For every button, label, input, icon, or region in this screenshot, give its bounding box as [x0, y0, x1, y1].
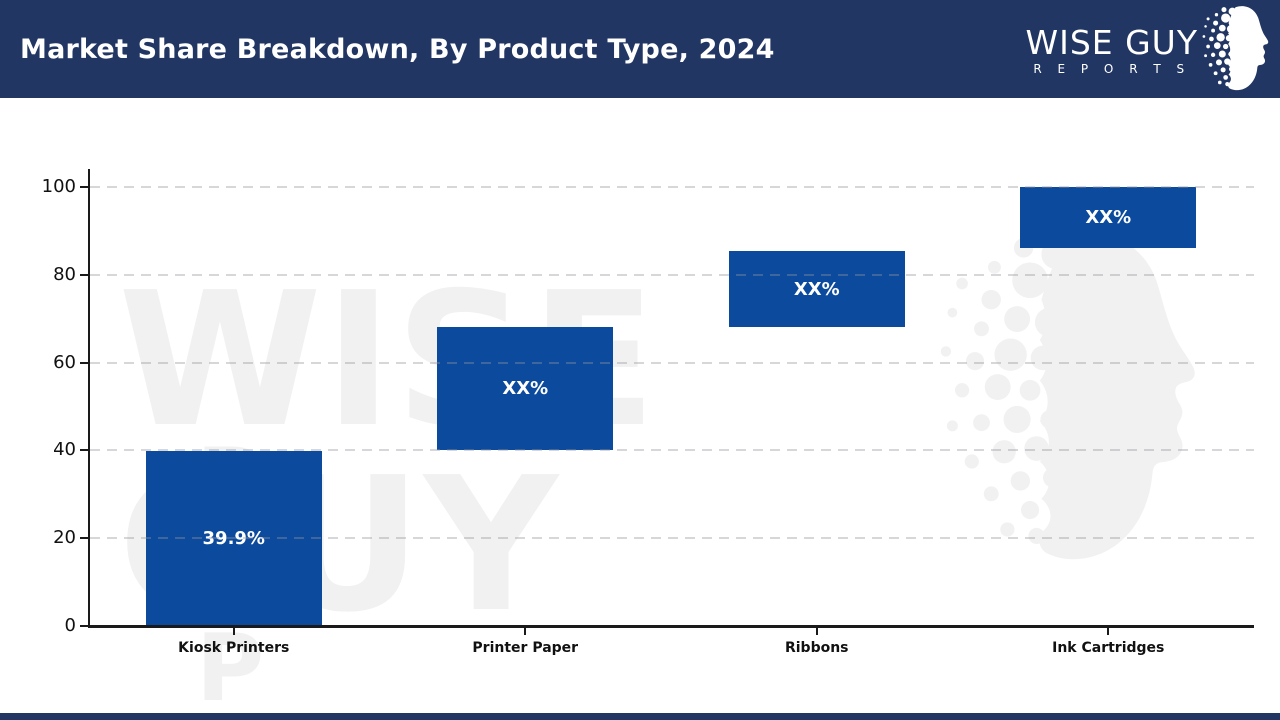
y-axis-tick: [80, 273, 88, 276]
bar-segment: XX%: [437, 327, 614, 451]
x-axis-line: [88, 625, 1254, 628]
bar-value-label: XX%: [502, 378, 549, 400]
x-axis-category-label: Ribbons: [784, 640, 849, 656]
gridline: [90, 537, 1254, 540]
y-axis-tick-label: 80: [53, 263, 76, 285]
bar-segment: XX%: [1020, 187, 1197, 249]
y-axis-tick-label: 40: [53, 439, 76, 461]
x-axis-category-label: Printer Paper: [472, 640, 579, 656]
y-axis-tick-label: 100: [41, 176, 76, 197]
footer-bar: [0, 713, 1280, 720]
header-bar: Market Share Breakdown, By Product Type,…: [0, 0, 1280, 98]
y-axis-tick-label: 0: [64, 615, 76, 636]
gridline: [90, 186, 1254, 188]
bar-segment: XX%: [728, 250, 905, 328]
x-axis-tick: [815, 628, 818, 635]
y-axis-tick-label: 20: [53, 527, 76, 549]
logo-wordmark: WISE GUY R E P O R T S: [1025, 26, 1198, 76]
chart-title: Market Share Breakdown, By Product Type,…: [20, 33, 775, 65]
x-axis-tick: [232, 628, 235, 635]
bar-value-label: XX%: [1085, 207, 1132, 229]
x-axis-category-label: Ink Cartridges: [1052, 640, 1165, 656]
logo-subtitle: R E P O R T S: [1033, 62, 1191, 76]
x-axis-tick: [1107, 628, 1110, 635]
y-axis-tick: [80, 186, 88, 188]
x-axis-tick: [524, 628, 527, 635]
bar-value-label: 39.9%: [202, 527, 265, 549]
y-axis-tick: [80, 537, 88, 540]
y-axis-line: [88, 169, 90, 628]
y-axis-tick: [80, 449, 88, 452]
y-axis-tick: [80, 361, 88, 364]
x-axis-category-label: Kiosk Printers: [178, 640, 290, 656]
gridline: [90, 449, 1254, 452]
y-axis-tick-label: 60: [53, 351, 76, 373]
gridline: [90, 273, 1254, 276]
logo-name: WISE GUY: [1025, 23, 1198, 62]
bar-value-label: XX%: [793, 278, 840, 300]
bar-segment: 39.9%: [145, 450, 322, 626]
wiseguy-logo: WISE GUY R E P O R T S: [1025, 0, 1272, 98]
y-axis-tick: [80, 625, 88, 627]
wiseguy-head-icon: [1202, 6, 1269, 91]
gridline: [90, 361, 1254, 364]
